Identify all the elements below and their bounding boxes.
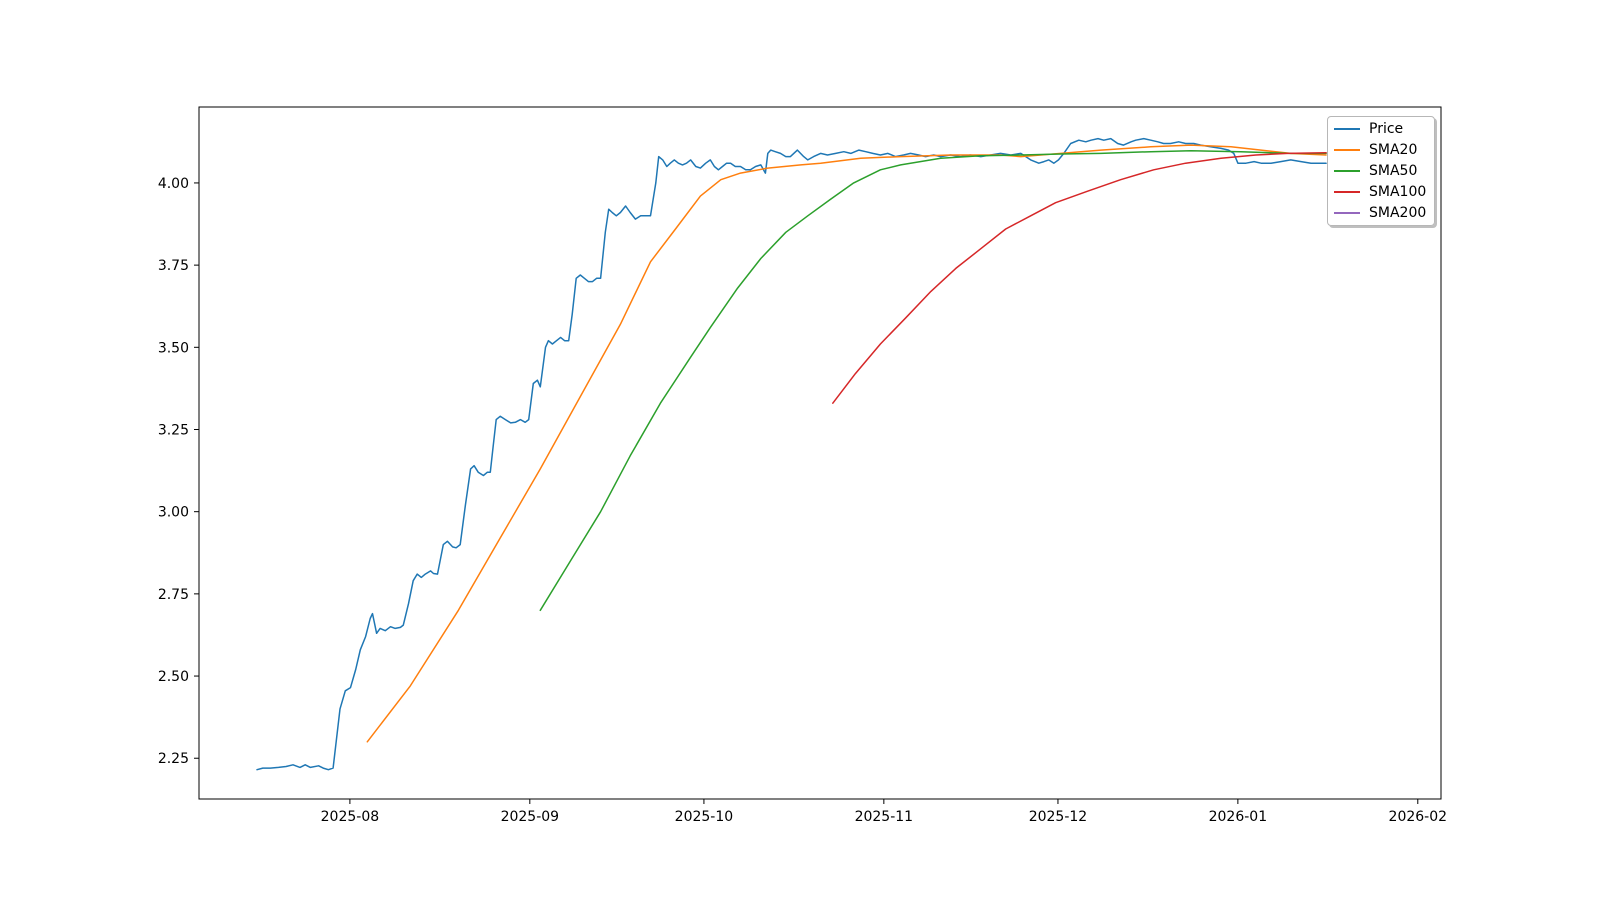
series-line-sma50	[539, 149, 1327, 612]
legend: Price SMA20 SMA50 SMA100 SMA200	[1327, 116, 1436, 226]
y-tick-label: 2.25	[158, 751, 189, 767]
x-tick-label: 2025-10	[675, 809, 734, 825]
x-tick-label: 2026-01	[1209, 809, 1268, 825]
x-tick-label: 2025-12	[1029, 809, 1088, 825]
legend-item-sma200: SMA200	[1334, 206, 1426, 220]
legend-item-sma100: SMA100	[1334, 185, 1426, 199]
legend-item-sma50: SMA50	[1334, 164, 1426, 178]
legend-line-sample-sma20	[1334, 149, 1360, 151]
y-tick-label: 3.75	[158, 258, 189, 274]
legend-item-sma20: SMA20	[1334, 143, 1426, 157]
legend-label: SMA200	[1369, 205, 1427, 221]
legend-line-sample-sma200	[1334, 212, 1360, 214]
y-tick-label: 3.50	[158, 340, 189, 356]
x-tick-label: 2025-09	[501, 809, 560, 825]
x-tick-label: 2026-02	[1389, 809, 1448, 825]
y-axis-ticks: 2.25 2.50 2.75 3.00 3.25 3.50 3.75 4.00	[158, 176, 199, 767]
y-tick-label: 2.50	[158, 669, 189, 685]
x-tick-label: 2025-08	[321, 809, 380, 825]
legend-label: SMA100	[1369, 184, 1427, 200]
series-line-sma20	[366, 144, 1327, 743]
y-tick-label: 4.00	[158, 176, 189, 192]
axes-spines	[198, 106, 1442, 800]
x-tick-label: 2025-11	[855, 809, 914, 825]
legend-label: SMA50	[1369, 163, 1418, 179]
series-line-price	[256, 137, 1327, 771]
y-tick-label: 2.75	[158, 587, 189, 603]
series-line-sma100	[832, 151, 1327, 404]
legend-line-sample-sma50	[1334, 170, 1360, 172]
legend-label: Price	[1369, 121, 1404, 137]
legend-line-sample-price	[1334, 128, 1360, 130]
y-tick-label: 3.00	[158, 505, 189, 521]
legend-line-sample-sma100	[1334, 191, 1360, 193]
y-tick-label: 3.25	[158, 422, 189, 438]
legend-item-price: Price	[1334, 122, 1426, 136]
legend-label: SMA20	[1369, 142, 1418, 158]
x-axis-ticks: 2025-08 2025-09 2025-10 2025-11 2025-12 2026-…	[321, 799, 1447, 825]
